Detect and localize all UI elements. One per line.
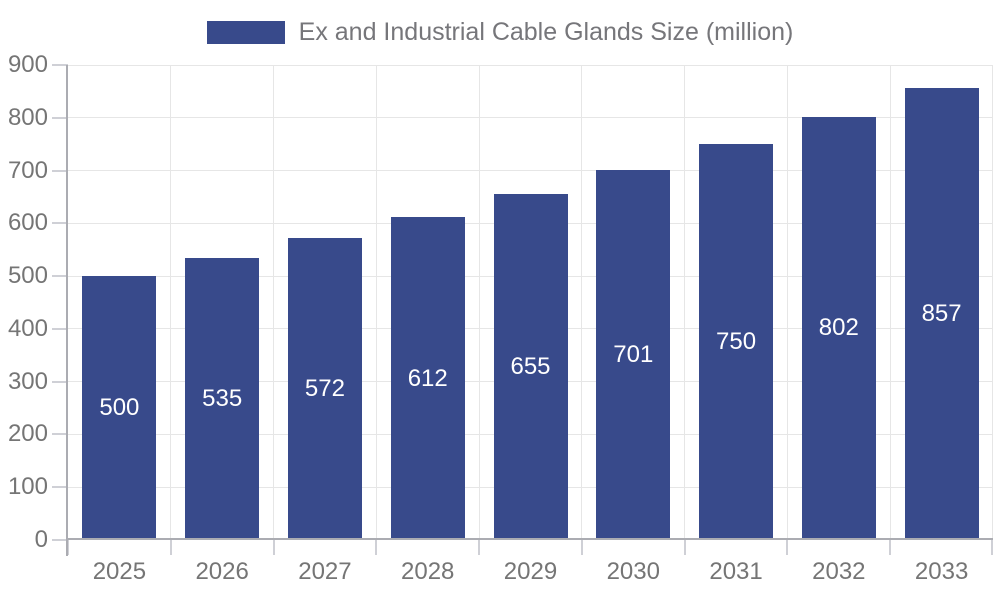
gridline-vertical (478, 65, 480, 540)
gridline-vertical (170, 65, 172, 540)
gridline-horizontal (68, 117, 993, 119)
x-axis-tick (889, 540, 892, 555)
bar[interactable]: 857 (904, 87, 979, 540)
x-axis-tick (580, 540, 583, 555)
y-axis-line (66, 65, 68, 556)
bar[interactable]: 572 (287, 238, 362, 540)
bar[interactable]: 701 (596, 170, 671, 540)
plot-area: 0 100 200 300 400 500 600 700 800 900 500 2025 535 20… (8, 52, 993, 585)
y-axis-tick (52, 433, 68, 436)
bar-value-label: 655 (510, 353, 551, 381)
y-axis-tick (52, 539, 68, 541)
y-tick-label: 900 (7, 51, 48, 78)
bar[interactable]: 750 (699, 144, 774, 540)
y-tick-label: 0 (34, 526, 48, 553)
gridline-vertical (581, 65, 583, 540)
gridline-vertical (991, 65, 993, 540)
y-axis-tick (52, 327, 68, 330)
x-tick-label: 2030 (606, 558, 660, 585)
y-axis-tick (52, 116, 68, 119)
bar-value-label: 802 (818, 314, 859, 342)
y-tick-label: 400 (7, 314, 48, 342)
x-axis-tick (375, 540, 378, 555)
bar-value-label: 857 (921, 299, 962, 327)
bar[interactable]: 655 (493, 194, 568, 540)
gridline-vertical (684, 65, 686, 540)
x-tick-label: 2032 (812, 558, 866, 585)
y-axis-tick (52, 222, 68, 225)
x-tick-label: 2033 (914, 558, 969, 585)
bar[interactable]: 802 (801, 116, 876, 540)
legend-swatch-icon (206, 21, 285, 44)
y-axis-tick (52, 486, 68, 489)
legend: Ex and Industrial Cable Glands Size (mil… (0, 18, 1000, 47)
gridline-vertical (375, 65, 377, 540)
y-tick-label: 300 (7, 367, 48, 395)
gridline-horizontal (68, 64, 993, 66)
x-axis-tick (272, 540, 275, 555)
x-tick-label: 2029 (503, 558, 558, 585)
bar[interactable]: 535 (185, 257, 260, 540)
gridline-vertical (273, 65, 275, 540)
bar-value-label: 701 (613, 341, 654, 368)
y-tick-label: 800 (7, 103, 48, 131)
bar-value-label: 500 (99, 394, 140, 422)
x-axis-tick (991, 540, 993, 555)
legend-item[interactable]: Ex and Industrial Cable Glands Size (mil… (206, 18, 794, 47)
bar-value-label: 750 (716, 328, 757, 356)
x-tick-label: 2026 (195, 558, 249, 585)
bar[interactable]: 500 (82, 276, 157, 540)
y-tick-label: 700 (7, 156, 48, 184)
gridline-vertical (889, 65, 891, 540)
y-axis-tick (52, 64, 68, 66)
y-tick-label: 100 (7, 473, 48, 501)
y-axis-tick (52, 380, 68, 383)
bar-value-label: 612 (407, 364, 448, 392)
x-axis-tick (169, 540, 172, 555)
y-tick-label: 600 (7, 209, 48, 237)
x-tick-label: 2025 (92, 558, 147, 585)
bar[interactable]: 612 (390, 217, 465, 540)
y-axis-tick (52, 275, 68, 278)
gridline-vertical (786, 65, 788, 540)
legend-label: Ex and Industrial Cable Glands Size (mil… (298, 18, 794, 46)
y-tick-label: 200 (7, 420, 48, 448)
x-tick-label: 2031 (709, 558, 763, 585)
y-tick-label: 500 (7, 262, 48, 290)
gridline-horizontal (68, 170, 993, 172)
x-tick-label: 2028 (401, 558, 455, 585)
bar-value-label: 535 (202, 384, 243, 412)
x-tick-label: 2027 (298, 558, 352, 585)
x-axis-tick (683, 540, 686, 555)
bar-value-label: 572 (304, 375, 345, 403)
x-axis-tick (786, 540, 789, 555)
x-axis-line (66, 538, 993, 540)
y-axis-tick (52, 169, 68, 172)
x-axis-tick (67, 540, 69, 555)
x-axis-tick (478, 540, 481, 555)
